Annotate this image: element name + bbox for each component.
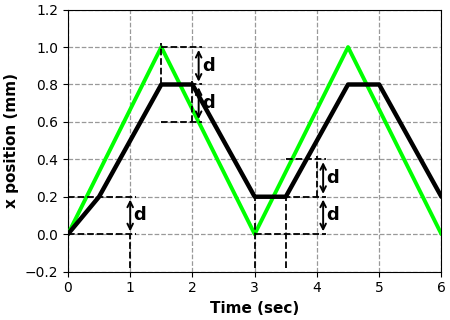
Text: d: d [202, 94, 215, 112]
Text: d: d [202, 57, 215, 75]
Text: d: d [326, 206, 339, 224]
Text: d: d [133, 206, 146, 224]
Y-axis label: x position (mm): x position (mm) [4, 73, 19, 208]
Text: d: d [326, 169, 339, 187]
X-axis label: Time (sec): Time (sec) [210, 301, 299, 316]
